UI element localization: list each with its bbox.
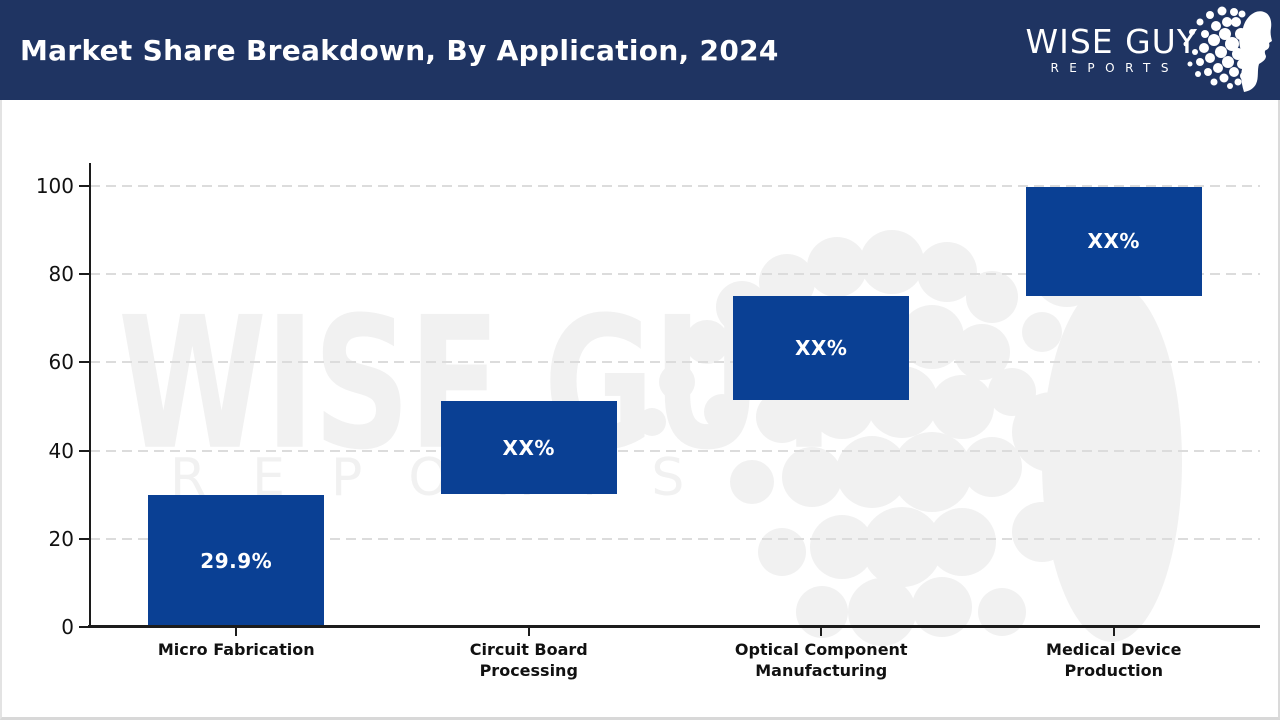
gridline-y-80 (90, 273, 1260, 276)
x-axis-spine (88, 625, 1260, 628)
x-tick-mark (235, 627, 238, 636)
header: Market Share Breakdown, By Application, … (0, 0, 1280, 100)
y-tick-label-0: 0 (61, 615, 74, 639)
category-label: Circuit Board Processing (383, 639, 676, 681)
plot-area: 0 20 40 60 80 100 29.9% Micro Fabrication XX% Cir… (36, 163, 1260, 680)
bar-value-label: XX% (795, 335, 848, 360)
logo-subtext: REPORTS (1050, 61, 1179, 76)
category-label-line: Medical Device (1046, 640, 1182, 659)
y-tick-mark-100 (79, 184, 89, 187)
bar-value-label: 29.9% (200, 549, 273, 574)
bar-segment: XX% (1025, 186, 1202, 296)
bar-segment: XX% (440, 401, 617, 494)
bar-value-label: XX% (1087, 229, 1140, 254)
gridline-y-100 (90, 184, 1260, 187)
y-tick-label-40: 40 (48, 438, 74, 463)
gridline-y-40 (90, 449, 1260, 452)
category-label-line: Processing (479, 661, 578, 681)
y-tick-label-20: 20 (48, 526, 74, 551)
y-tick-mark-80 (79, 273, 89, 276)
gridline-y-60 (90, 361, 1260, 364)
y-tick-label-100: 100 (35, 173, 74, 198)
chart-title: Market Share Breakdown, By Application, … (20, 33, 779, 67)
y-tick-label-80: 80 (48, 262, 74, 287)
x-tick-mark (527, 627, 530, 636)
x-tick-mark (820, 627, 823, 636)
category-label: Optical Component Manufacturing (675, 639, 968, 681)
chart-canvas: WISE GUY REPORTS (0, 100, 1280, 720)
y-tick-mark-0 (79, 626, 89, 628)
wise-guy-logo: WISE GUY REPORTS (1025, 6, 1272, 94)
category-label-line: Optical Component (734, 640, 908, 659)
y-tick-label-60: 60 (48, 350, 74, 375)
logo-face-icon (1183, 6, 1272, 92)
bar-segment: 29.9% (148, 495, 325, 627)
y-tick-mark-20 (79, 537, 89, 540)
y-tick-mark-40 (79, 449, 89, 452)
category-label-line: Manufacturing (755, 661, 888, 681)
y-axis-spine (89, 163, 91, 627)
bar-segment: XX% (733, 295, 910, 400)
category-label: Medical Device Production (968, 639, 1261, 681)
x-tick-mark (1112, 627, 1115, 636)
category-label-line: Circuit Board (469, 640, 588, 659)
logo-wordmark: WISE GUY (1025, 21, 1198, 61)
logo-text: WISE GUY REPORTS (1025, 21, 1198, 76)
bar-value-label: XX% (502, 435, 555, 460)
category-label-line: Micro Fabrication (157, 640, 315, 659)
category-label: Micro Fabrication (90, 639, 383, 660)
y-tick-mark-60 (79, 361, 89, 364)
category-label-line: Production (1064, 661, 1163, 681)
gridline-y-20 (90, 537, 1260, 540)
